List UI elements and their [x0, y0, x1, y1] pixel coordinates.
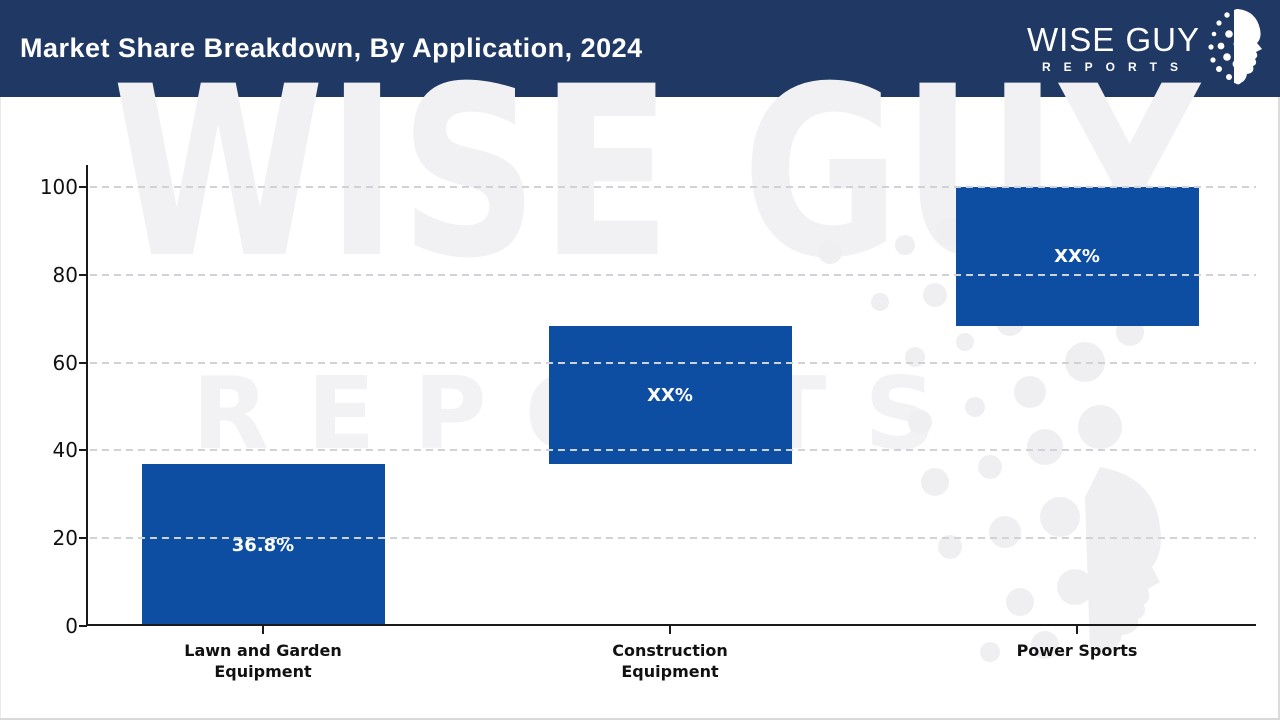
category-label-line: Equipment [214, 662, 312, 681]
bar-value-label: XX% [647, 384, 693, 406]
bar-value-label: 36.8% [231, 534, 295, 556]
gridline [90, 186, 1256, 188]
header-bar: Market Share Breakdown, By Application, … [0, 0, 1280, 97]
y-axis-tick [79, 449, 87, 452]
x-axis-tick [669, 626, 671, 634]
category-label-line: Construction [612, 641, 728, 660]
y-tick-label: 20 [52, 526, 78, 551]
category-label: Lawn and Garden Equipment [63, 640, 463, 682]
y-axis-tick [79, 361, 87, 364]
bar-segment: XX% [955, 187, 1199, 326]
dotted-head-icon [1208, 8, 1262, 84]
y-tick-label: 40 [52, 438, 78, 463]
category-label-line: Lawn and Garden [184, 641, 342, 660]
y-axis-tick [79, 537, 87, 540]
page-title: Market Share Breakdown, By Application, … [20, 33, 643, 63]
brand-name: WISE GUY [1026, 20, 1200, 58]
gridline [90, 537, 1256, 540]
y-axis-tick [79, 186, 87, 188]
category-label-line: Power Sports [1016, 641, 1138, 660]
brand-logo-text: WISE GUY REPORTS [1026, 20, 1200, 75]
category-label-line: Equipment [621, 662, 719, 681]
category-label: Construction Equipment [470, 640, 870, 682]
brand-logo: WISE GUY REPORTS [1027, 0, 1266, 97]
y-tick-label: 100 [39, 175, 78, 199]
y-axis-line [86, 165, 88, 626]
y-axis-tick [79, 273, 87, 276]
gridline [90, 361, 1256, 364]
x-axis-tick [262, 626, 264, 634]
chart-area: WISE GUY REPORTS 36.8%XX%XX%020406080100… [0, 37, 1280, 718]
bar-value-label: XX% [1054, 245, 1100, 267]
gridline [90, 273, 1256, 276]
x-axis-line [86, 624, 1256, 626]
bar-segment: XX% [548, 325, 792, 465]
y-tick-label: 60 [52, 350, 78, 375]
brand-subtitle: REPORTS [1041, 59, 1191, 74]
x-axis-tick [1076, 626, 1078, 634]
y-tick-label: 0 [65, 614, 78, 638]
gridline [90, 449, 1256, 452]
y-axis-tick [79, 625, 87, 627]
bar-segment: 36.8% [141, 464, 385, 626]
category-label: Power Sports [877, 640, 1277, 661]
y-tick-label: 80 [52, 262, 78, 287]
